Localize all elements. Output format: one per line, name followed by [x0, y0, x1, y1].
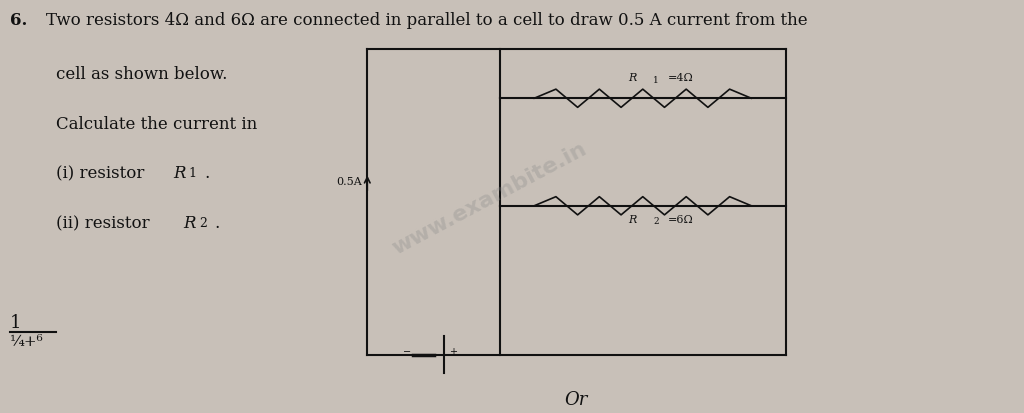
Text: R: R [629, 214, 637, 225]
Text: 1: 1 [10, 313, 22, 332]
Text: R: R [183, 214, 197, 231]
Text: R: R [629, 73, 637, 83]
Text: +: + [449, 346, 457, 356]
Text: Two resistors 4Ω and 6Ω are connected in parallel to a cell to draw 0.5 A curren: Two resistors 4Ω and 6Ω are connected in… [46, 12, 808, 29]
Text: ¼+⁶: ¼+⁶ [10, 334, 44, 348]
Text: (i) resistor: (i) resistor [56, 165, 150, 182]
Text: Or: Or [565, 390, 588, 408]
Text: 0.5A: 0.5A [337, 176, 362, 187]
Text: (ii) resistor: (ii) resistor [56, 214, 155, 231]
Text: .: . [214, 214, 219, 231]
Text: 1: 1 [188, 167, 197, 180]
Text: .: . [204, 165, 209, 182]
Text: 6.: 6. [10, 12, 28, 29]
Text: 2: 2 [199, 216, 207, 230]
Text: −: − [403, 346, 411, 356]
Text: cell as shown below.: cell as shown below. [56, 66, 227, 83]
Text: =4Ω: =4Ω [669, 73, 694, 83]
Text: R: R [173, 165, 186, 182]
Text: www.exambite.in: www.exambite.in [389, 138, 591, 258]
Text: Calculate the current in: Calculate the current in [56, 116, 257, 133]
Text: 1: 1 [653, 76, 658, 85]
Text: 2: 2 [653, 216, 658, 225]
Text: =6Ω: =6Ω [669, 214, 694, 225]
